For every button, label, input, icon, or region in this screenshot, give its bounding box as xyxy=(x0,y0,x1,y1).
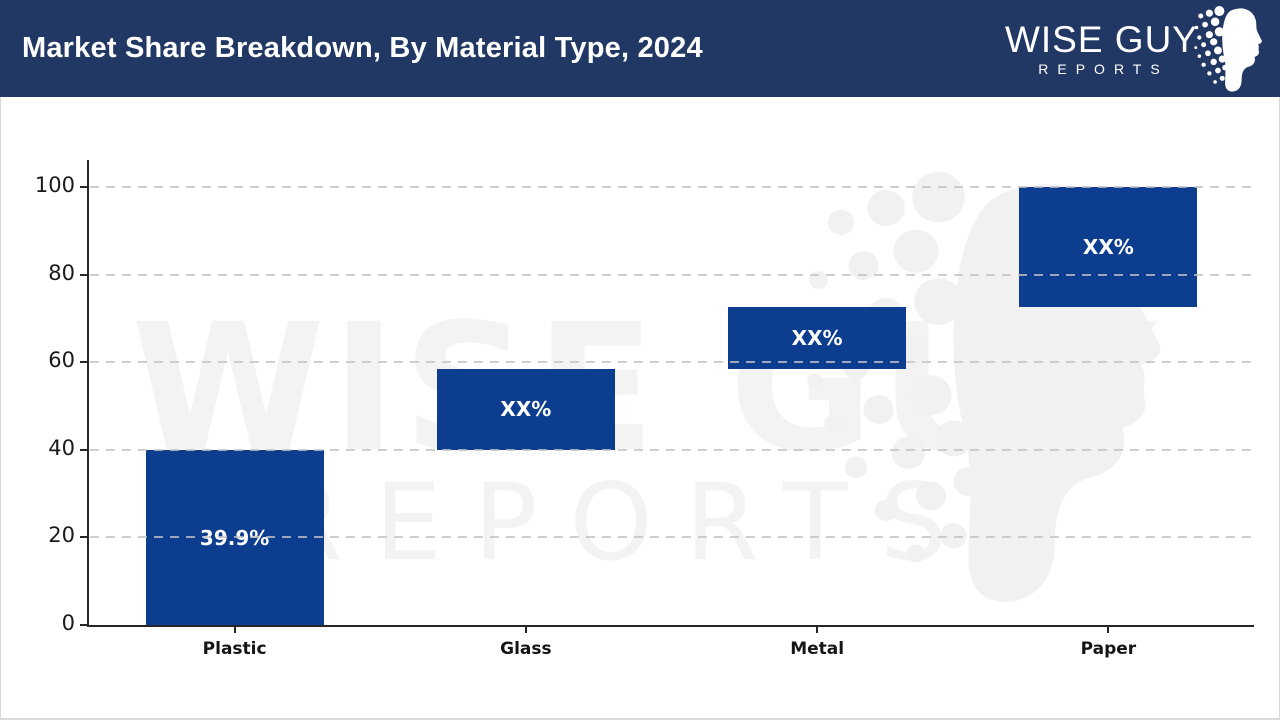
header-bar: Market Share Breakdown, By Material Type… xyxy=(0,0,1280,97)
logo-text: WISE GUY REPORTS xyxy=(1005,21,1198,77)
bar-glass: XX% xyxy=(436,368,615,451)
bar-paper: XX% xyxy=(1019,187,1198,308)
x-axis-label-glass: Glass xyxy=(500,639,552,659)
y-tick-20 xyxy=(80,536,89,539)
bar-metal: XX% xyxy=(728,307,907,369)
x-tick-glass xyxy=(524,627,527,633)
x-tick-metal xyxy=(816,627,819,633)
bar-value-label-metal: XX% xyxy=(791,326,843,351)
x-tick-paper xyxy=(1107,627,1110,633)
y-tick-100 xyxy=(80,186,89,188)
y-tick-80 xyxy=(80,273,89,276)
y-tick-label-40: 40 xyxy=(48,435,75,460)
gridline-40 xyxy=(90,448,1254,451)
x-axis-label-paper: Paper xyxy=(1080,639,1137,659)
y-tick-label-100: 100 xyxy=(34,173,75,197)
gridline-60 xyxy=(90,361,1254,364)
y-axis-line xyxy=(87,160,89,627)
y-tick-label-60: 60 xyxy=(48,348,75,373)
y-tick-label-0: 0 xyxy=(61,611,75,635)
wise-guy-logo: WISE GUY REPORTS xyxy=(1005,5,1264,92)
gridline-20 xyxy=(90,536,1254,539)
plot-area: 0 20 40 60 80 100 39.9% Plastic XX% Glass XX% Metal… xyxy=(1,97,1280,720)
logo-subtitle: REPORTS xyxy=(1038,60,1169,77)
chart-card: WISE GUY REPORTS 0 20 40 60 80 100 39.9% Plasti… xyxy=(0,97,1280,720)
gridline-100 xyxy=(90,186,1254,188)
y-tick-label-20: 20 xyxy=(48,523,75,548)
gridline-80 xyxy=(90,273,1254,276)
y-tick-40 xyxy=(80,448,89,451)
wise-guy-head-icon xyxy=(1194,5,1262,92)
bar-value-label-paper: XX% xyxy=(1082,235,1134,260)
y-tick-0 xyxy=(80,624,89,626)
logo-wordmark: WISE GUY xyxy=(1004,18,1198,60)
watermark-subtitle: REPORTS xyxy=(269,461,979,584)
x-axis-line xyxy=(87,625,1254,627)
y-tick-label-80: 80 xyxy=(48,260,75,285)
page-title: Market Share Breakdown, By Material Type… xyxy=(22,32,703,64)
x-tick-plastic xyxy=(233,627,236,633)
bar-value-label-glass: XX% xyxy=(500,397,552,422)
x-axis-label-metal: Metal xyxy=(790,639,845,659)
x-axis-label-plastic: Plastic xyxy=(202,639,267,659)
y-tick-60 xyxy=(80,361,89,364)
